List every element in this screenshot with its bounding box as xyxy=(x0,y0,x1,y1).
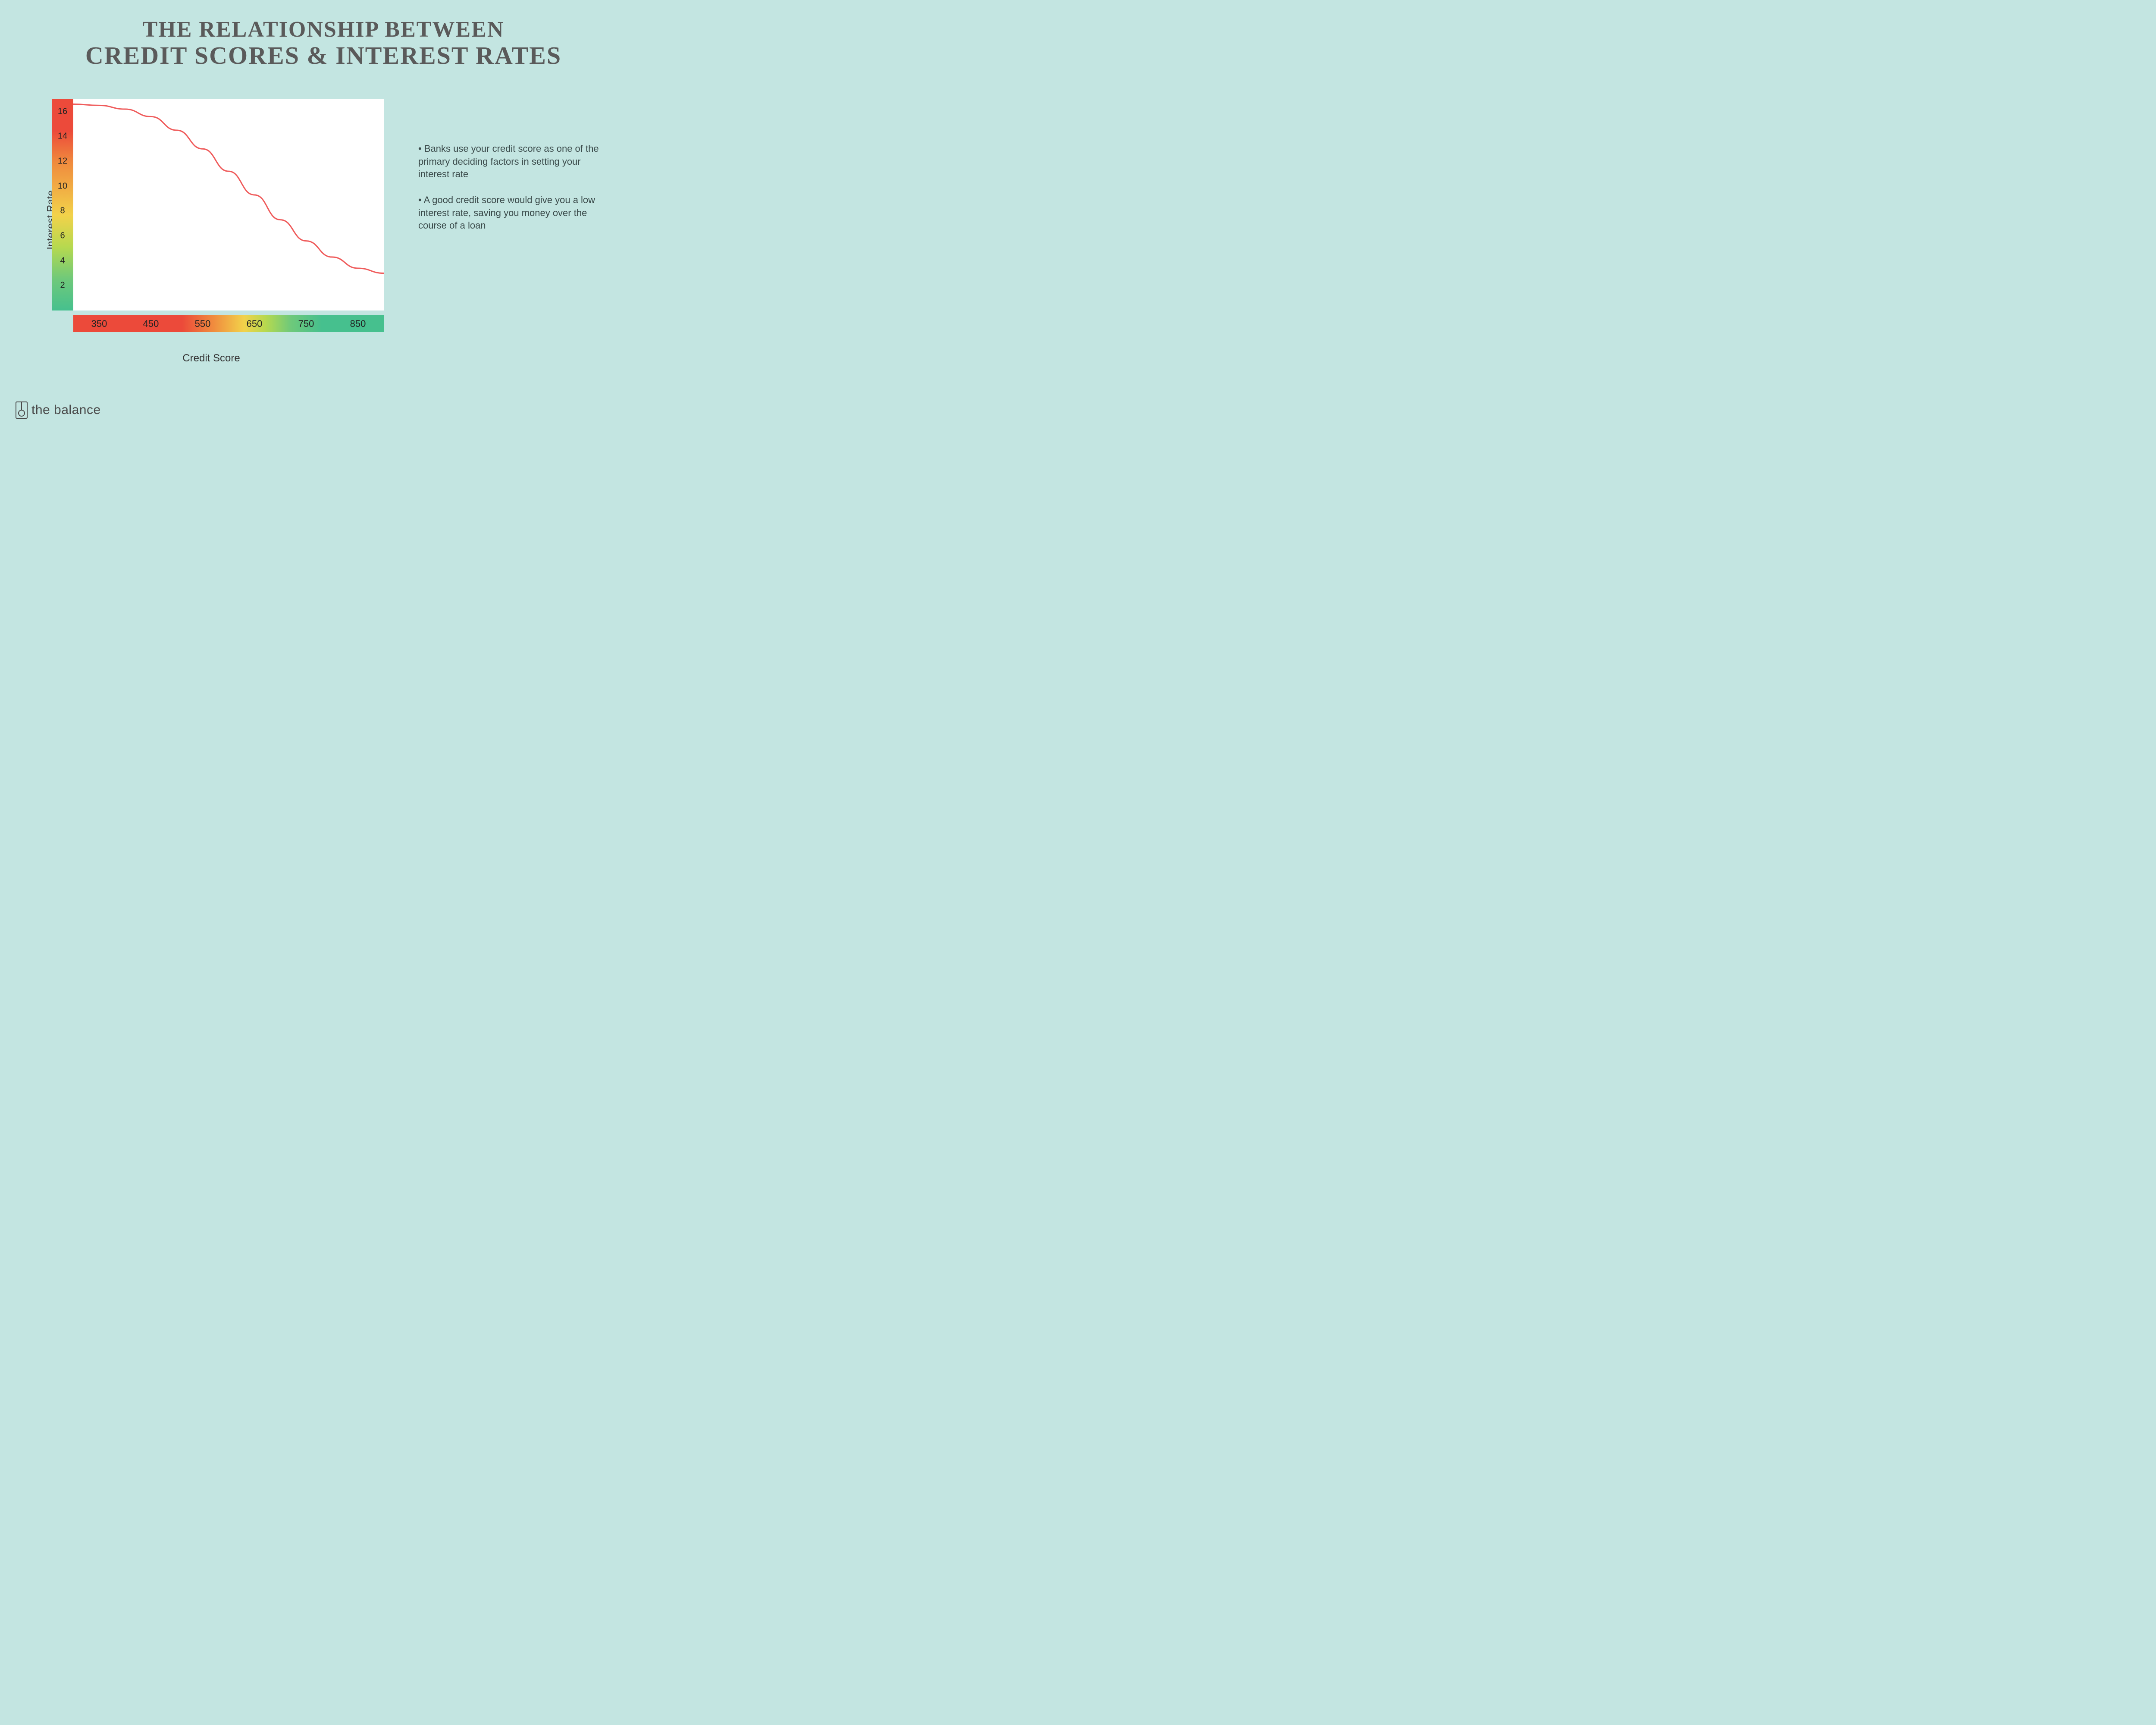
bullet-list: • Banks use your credit score as one of … xyxy=(418,142,599,245)
y-tick-label: 2 xyxy=(55,281,70,291)
title-line-1: The Relationship Between xyxy=(0,17,647,42)
x-tick-label: 550 xyxy=(195,318,211,329)
brand-logo: the balance xyxy=(15,401,101,419)
x-tick-label: 450 xyxy=(143,318,159,329)
bullet-text: A good credit score would give you a low… xyxy=(418,194,595,231)
y-tick-label: 14 xyxy=(55,132,70,141)
x-tick-label: 650 xyxy=(247,318,263,329)
x-tick-label: 850 xyxy=(350,318,366,329)
x-axis-gradient xyxy=(73,315,384,332)
y-tick-label: 10 xyxy=(55,181,70,191)
chart: Interest Rate 246810121416 3504505506507… xyxy=(39,99,384,341)
y-axis-gradient xyxy=(52,99,73,310)
y-tick-label: 16 xyxy=(55,107,70,116)
balance-logo-icon xyxy=(15,401,28,419)
bullet-item: • A good credit score would give you a l… xyxy=(418,194,599,232)
x-tick-label: 350 xyxy=(91,318,107,329)
y-tick-label: 6 xyxy=(55,231,70,241)
bullet-text: Banks use your credit score as one of th… xyxy=(418,143,599,179)
x-tick-label: 750 xyxy=(298,318,314,329)
brand-logo-text: the balance xyxy=(31,403,101,417)
y-tick-label: 4 xyxy=(55,256,70,266)
title-line-2: Credit Scores & Interest Rates xyxy=(0,42,647,69)
bullet-item: • Banks use your credit score as one of … xyxy=(418,142,599,181)
y-tick-label: 8 xyxy=(55,206,70,216)
line-curve xyxy=(73,99,384,310)
y-tick-label: 12 xyxy=(55,157,70,166)
main-content: Interest Rate 246810121416 3504505506507… xyxy=(39,99,599,341)
x-axis-label: Credit Score xyxy=(182,352,240,364)
page-title: The Relationship Between Credit Scores &… xyxy=(0,0,647,69)
